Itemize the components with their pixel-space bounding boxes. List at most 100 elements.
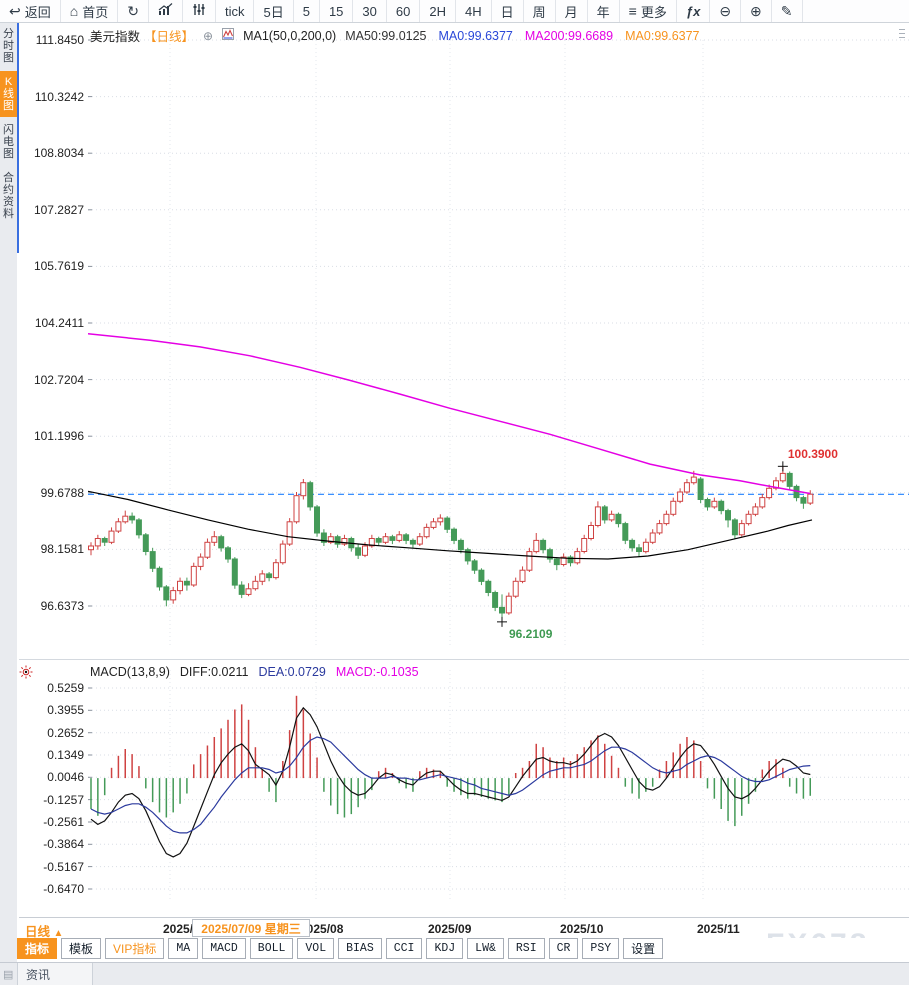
- home-button[interactable]: ⌂ 首页: [61, 0, 119, 22]
- sidebar-tab-contract-info[interactable]: 合约资料: [3, 172, 14, 220]
- volume-chart-button[interactable]: [149, 0, 183, 22]
- tab-cr[interactable]: CR: [548, 938, 579, 959]
- main-y-label: 107.2827: [33, 202, 84, 217]
- interval-4h-button[interactable]: 4H: [456, 0, 492, 22]
- macd-canvas[interactable]: [88, 660, 909, 916]
- ma-value-2: MA200:99.6689: [524, 28, 614, 43]
- pane-separator[interactable]: [19, 659, 909, 660]
- equalizer-icon: [192, 3, 206, 19]
- back-icon: ↩: [9, 3, 21, 19]
- interval-day-button[interactable]: 日: [492, 0, 524, 22]
- macd-y-label: 0.2652: [47, 725, 84, 740]
- tab-macd[interactable]: MACD: [202, 938, 246, 959]
- macd-hist-value: MACD:-0.1035: [335, 665, 419, 679]
- interval-week-button[interactable]: 周: [524, 0, 556, 22]
- main-y-label: 101.1996: [33, 429, 84, 444]
- sidebar-tab-time-chart[interactable]: 分时图: [3, 28, 14, 64]
- formula-button[interactable]: ƒx: [677, 0, 711, 22]
- date-label: 2025/08: [300, 922, 344, 936]
- zoom-in-button[interactable]: ⊕: [741, 0, 772, 22]
- macd-y-label: -0.1257: [43, 792, 84, 807]
- news-tab[interactable]: 资讯: [17, 963, 93, 985]
- interval-5-button[interactable]: 5: [294, 0, 320, 22]
- main-y-label: 110.3242: [34, 89, 84, 104]
- date-label: 2025/: [163, 922, 194, 936]
- tab-kdj[interactable]: KDJ: [426, 938, 464, 959]
- low-price-label: 96.2109: [509, 626, 553, 641]
- zoom-in-icon: ⊕: [750, 3, 762, 19]
- sidebar-accent-line: [17, 23, 19, 253]
- macd-y-label: -0.3864: [43, 837, 84, 852]
- interval-15-button[interactable]: 15: [320, 0, 354, 22]
- interval-month-button[interactable]: 月: [556, 0, 588, 22]
- macd-y-label: -0.5167: [43, 859, 84, 874]
- tab-psy[interactable]: PSY: [582, 938, 620, 959]
- triangle-up-icon: ▲: [53, 928, 64, 939]
- more-button[interactable]: ≡ 更多: [620, 0, 677, 22]
- period-selector[interactable]: 日线 ▲: [25, 925, 64, 939]
- interval-week-button-label: 周: [532, 4, 546, 20]
- interval-30-button[interactable]: 30: [353, 0, 387, 22]
- tab-vol[interactable]: VOL: [297, 938, 335, 959]
- draw-button[interactable]: ✎: [772, 0, 803, 22]
- tab-bias[interactable]: BIAS: [338, 938, 382, 959]
- tab-rsi[interactable]: RSI: [507, 938, 545, 959]
- main-y-label: 98.1581: [40, 542, 84, 557]
- tab-lw[interactable]: LW&: [467, 938, 504, 959]
- interval-60-button[interactable]: 60: [387, 0, 421, 22]
- refresh-button[interactable]: ↻: [118, 0, 149, 22]
- interval-5-button-label: 5: [302, 3, 310, 19]
- main-y-label: 108.8034: [33, 146, 84, 161]
- tab-ma[interactable]: MA: [168, 938, 199, 959]
- tab-vip-indicator[interactable]: VIP指标: [105, 938, 165, 959]
- symbol-name: 美元指数: [90, 30, 141, 44]
- interval-month-button-label: 月: [564, 4, 578, 20]
- tab-template[interactable]: 模板: [61, 938, 102, 959]
- macd-dea-value: DEA:0.0729: [258, 665, 326, 679]
- ma-value-1: MA0:99.6377: [438, 28, 513, 43]
- main-chart-canvas[interactable]: [88, 25, 909, 659]
- interval-60-button-label: 60: [395, 3, 411, 19]
- macd-y-label: -0.6470: [43, 881, 84, 896]
- macd-y-label: 0.1349: [47, 747, 84, 762]
- main-y-label: 105.7619: [33, 259, 84, 274]
- date-label: 2025/09: [428, 922, 472, 936]
- high-price-label: 100.3900: [787, 447, 838, 462]
- tab-boll[interactable]: BOLL: [249, 938, 294, 959]
- tab-indicator[interactable]: 指标: [17, 938, 58, 959]
- interval-4h-button-label: 4H: [464, 3, 482, 19]
- period-badge: 【日线】: [144, 30, 195, 44]
- more-button-label: 更多: [640, 4, 667, 20]
- indicator-chart-button[interactable]: [183, 0, 216, 22]
- interval-15-button-label: 15: [328, 3, 344, 19]
- main-chart-header: 美元指数 【日线】 ⊕ MA1(50,0,200,0) MA50:99.0125…: [90, 26, 700, 45]
- tab-cci[interactable]: CCI: [385, 938, 423, 959]
- zoom-out-button[interactable]: ⊖: [710, 0, 742, 22]
- ma-settings-icon[interactable]: [222, 28, 235, 43]
- date-label: 2025/10: [560, 922, 604, 936]
- macd-y-label: 0.0046: [47, 770, 84, 785]
- refresh-icon: ↻: [127, 3, 139, 19]
- indicator-settings-icon[interactable]: [19, 665, 33, 684]
- main-y-label: 104.2411: [34, 316, 84, 330]
- tab-settings[interactable]: 设置: [623, 938, 664, 959]
- sidebar-tab-lightning-chart[interactable]: 闪电图: [3, 124, 14, 160]
- interval-30-button-label: 30: [362, 3, 377, 19]
- pane-resize-handle[interactable]: [899, 29, 905, 43]
- interval-5d-button[interactable]: 5日: [254, 0, 294, 22]
- news-icon: ▤: [3, 969, 14, 981]
- ma-settings-label: MA1(50,0,200,0): [243, 28, 337, 43]
- main-y-label: 99.6788: [40, 485, 84, 500]
- interval-year-button[interactable]: 年: [588, 0, 620, 22]
- formula-button-label: ƒx: [685, 3, 701, 19]
- add-overlay-icon[interactable]: ⊕: [203, 28, 214, 43]
- interval-2h-button[interactable]: 2H: [420, 0, 456, 22]
- pencil-icon: ✎: [780, 3, 793, 19]
- zoom-out-icon: ⊖: [719, 3, 732, 19]
- interval-tick-button[interactable]: tick: [216, 0, 255, 22]
- ma-value-0: MA50:99.0125: [345, 28, 427, 43]
- indicator-tab-bar: 指标 模板 VIP指标 MA MACD BOLL VOL BIAS CCI KDJ LW& RSI CR…: [17, 938, 909, 962]
- main-y-label: 111.8450: [35, 33, 84, 47]
- back-button[interactable]: ↩ 返回: [0, 0, 61, 22]
